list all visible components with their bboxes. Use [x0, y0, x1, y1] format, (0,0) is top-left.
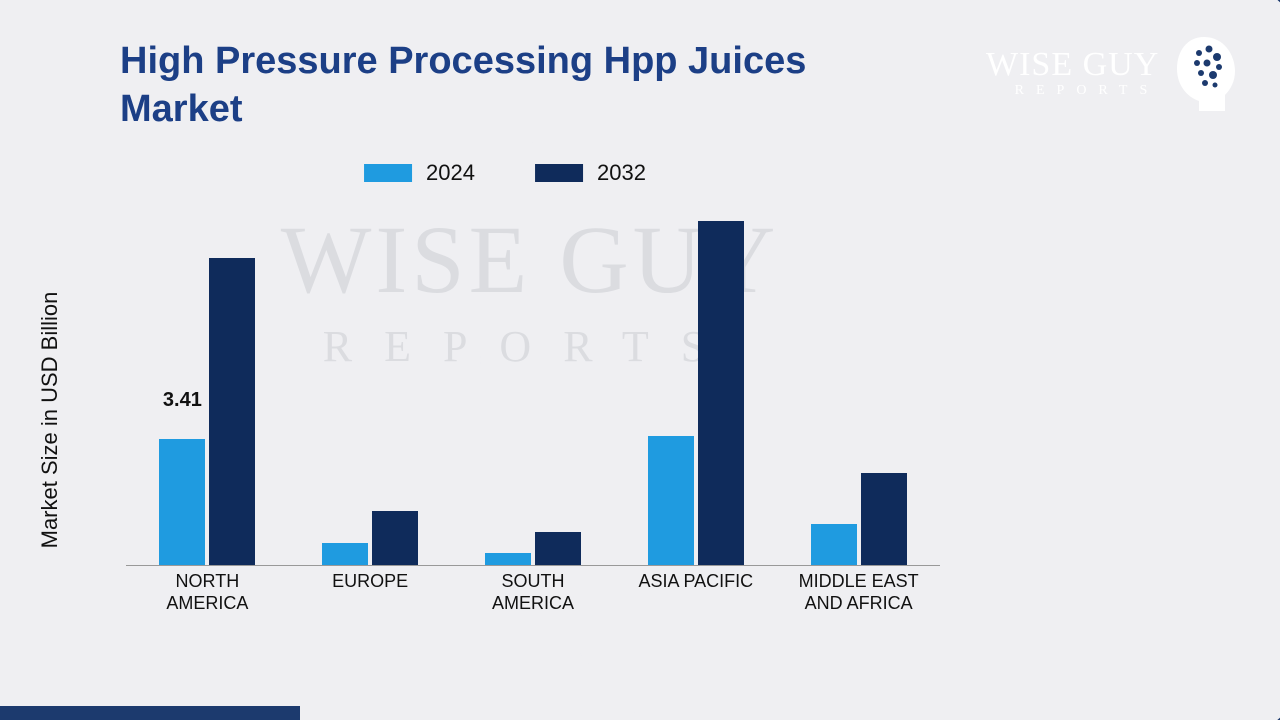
head-icon [1169, 33, 1239, 113]
bar [159, 439, 205, 565]
legend-item-2024: 2024 [364, 160, 475, 186]
category-label: MIDDLE EAST AND AFRICA [794, 571, 924, 614]
brand-logo: WISE GUY REPORTS [986, 28, 1246, 118]
bar [485, 553, 531, 565]
brand-line2: REPORTS [986, 84, 1159, 98]
category-label: EUROPE [305, 571, 435, 593]
y-axis-label: Market Size in USD Billion [37, 292, 63, 549]
bar [322, 543, 368, 565]
report-graphic: WISE GUY REPORTS WISE GUY REPORTS High P… [0, 0, 1280, 720]
bar [372, 511, 418, 565]
bar-group: 3.41NORTH AMERICA [132, 214, 282, 565]
brand-line1: WISE GUY [986, 48, 1159, 82]
bar [861, 473, 907, 565]
legend-label: 2024 [426, 160, 475, 186]
category-label: SOUTH AMERICA [468, 571, 598, 614]
plot-area: 3.41NORTH AMERICAEUROPESOUTH AMERICAASIA… [126, 214, 940, 566]
value-label: 3.41 [163, 389, 202, 412]
bar [209, 258, 255, 565]
chart-title: High Pressure Processing Hpp Juices Mark… [120, 38, 860, 133]
legend-label: 2032 [597, 160, 646, 186]
category-label: NORTH AMERICA [142, 571, 272, 614]
bar-group: MIDDLE EAST AND AFRICA [784, 214, 934, 565]
bar [535, 532, 581, 565]
bar [648, 436, 694, 565]
bar [698, 221, 744, 565]
legend-swatch [535, 164, 583, 182]
bar-group: SOUTH AMERICA [458, 214, 608, 565]
bar-group: EUROPE [295, 214, 445, 565]
brand-text: WISE GUY REPORTS [986, 48, 1159, 98]
category-label: ASIA PACIFIC [631, 571, 761, 593]
legend-item-2032: 2032 [535, 160, 646, 186]
chart: Market Size in USD Billion 2024 2032 3.4… [70, 160, 940, 680]
bar [811, 524, 857, 565]
legend: 2024 2032 [364, 160, 646, 186]
bar-group: ASIA PACIFIC [621, 214, 771, 565]
bottom-accent-bar [0, 706, 300, 720]
legend-swatch [364, 164, 412, 182]
